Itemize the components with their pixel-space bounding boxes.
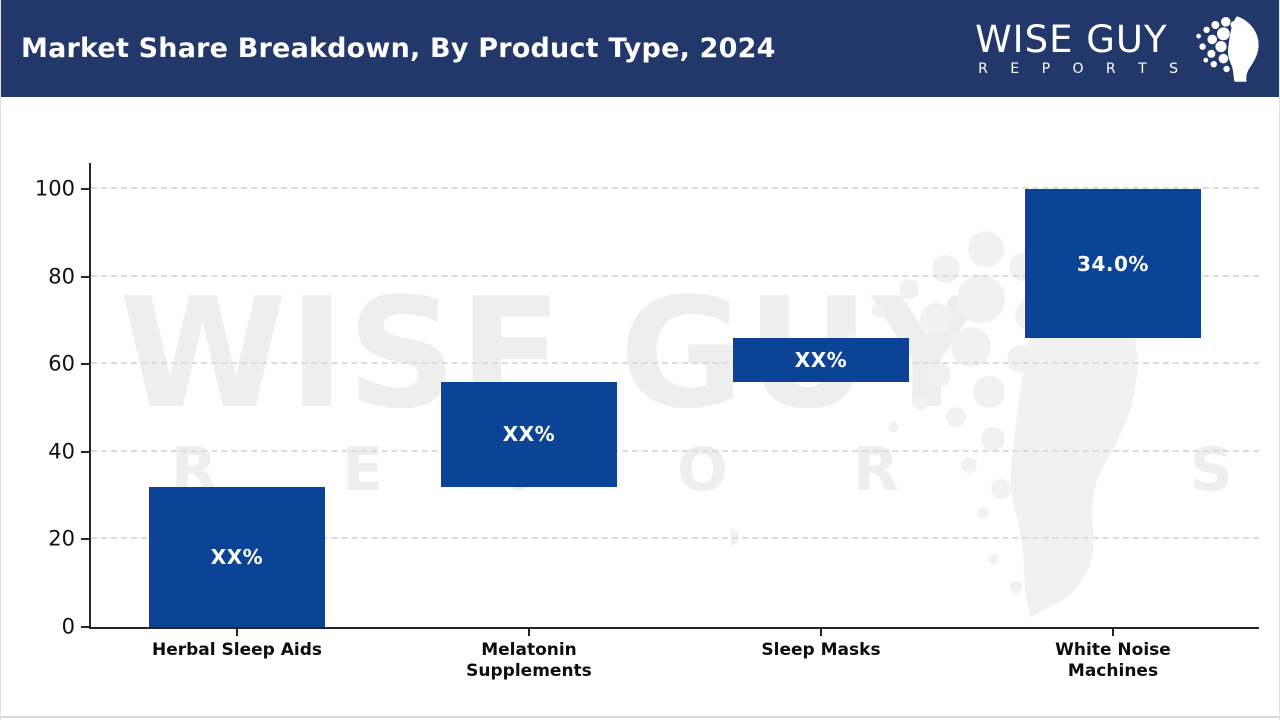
logo: WISE GUY R E P O R T S [975, 9, 1261, 89]
bar-segment: XX% [149, 486, 325, 627]
page-title: Market Share Breakdown, By Product Type,… [21, 33, 776, 64]
y-axis-tick-20 [81, 538, 89, 541]
x-axis-tick [1112, 627, 1114, 636]
bar-value-label: 34.0% [1077, 251, 1149, 276]
logo-wordmark-line1: WISE GUY [975, 17, 1168, 61]
gridline-40 [91, 449, 1259, 452]
x-axis-tick [528, 627, 530, 636]
bar-segment: XX% [733, 338, 909, 382]
y-axis-tick-label-20: 20 [48, 526, 75, 551]
category-label: White Noise Machines [1055, 640, 1171, 682]
logo-wordmark: WISE GUY R E P O R T S [975, 21, 1187, 77]
y-axis-tick-0 [81, 626, 89, 628]
gridline-20 [91, 537, 1259, 540]
header: Market Share Breakdown, By Product Type,… [1, 0, 1279, 97]
y-axis-tick-80 [81, 275, 89, 278]
bar-value-label: XX% [502, 422, 556, 447]
y-axis-tick-40 [81, 450, 89, 453]
category-label: Sleep Masks [761, 640, 881, 660]
category-label: Melatonin Supplements [466, 640, 592, 682]
gridline-60 [91, 362, 1259, 365]
bar-value-label: XX% [210, 544, 264, 569]
y-axis-tick-label-60: 60 [48, 351, 75, 376]
gridline-80 [91, 274, 1259, 277]
y-axis-tick-label-0: 0 [61, 614, 75, 639]
x-axis-tick [820, 627, 822, 636]
y-axis-tick-60 [81, 363, 89, 366]
x-axis-tick [236, 627, 238, 636]
y-axis-tick-100 [81, 188, 89, 191]
logo-wordmark-line2: R E P O R T S [978, 60, 1187, 77]
bottom-border [1, 716, 1279, 718]
bar-segment: XX% [441, 381, 617, 487]
chart-canvas: WISE GUY R E P O R T S [1, 97, 1279, 718]
logo-head-icon [1196, 15, 1259, 82]
plot-area: 0 20 40 60 80 100 XX% Herbal Sleep Aids XX% Melat… [35, 163, 1259, 681]
y-axis-tick-label-40: 40 [48, 439, 75, 464]
bar-value-label: XX% [794, 347, 848, 372]
y-axis-tick-label-100: 100 [34, 176, 75, 201]
gridline-100 [91, 187, 1259, 190]
category-label: Herbal Sleep Aids [151, 640, 323, 660]
bar-segment: 34.0% [1025, 189, 1201, 339]
y-axis-tick-label-80: 80 [48, 264, 75, 289]
